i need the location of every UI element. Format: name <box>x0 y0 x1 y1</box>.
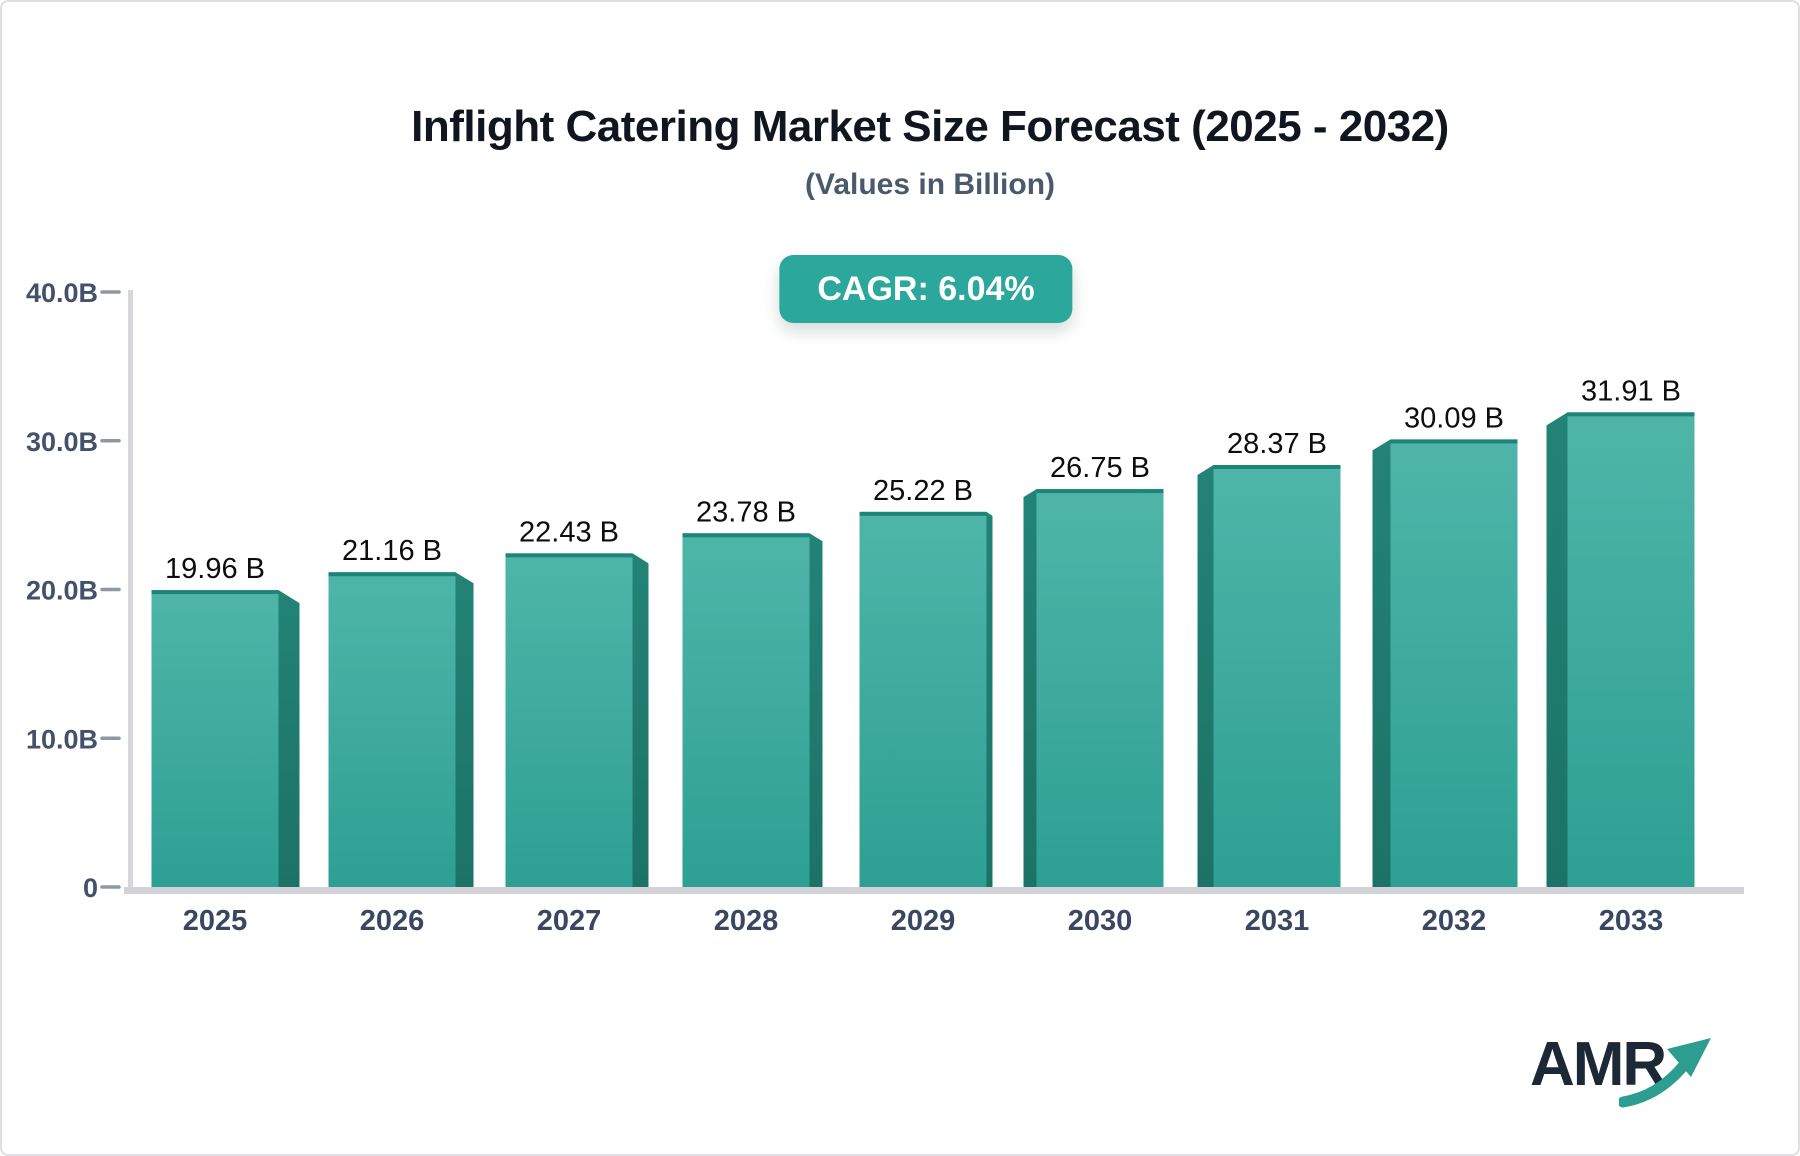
bar-2029 <box>859 511 987 887</box>
bar-side-3d-2025 <box>278 590 300 887</box>
value-label-2025: 19.96 B <box>165 553 265 585</box>
bar-top-edge-2027 <box>505 553 633 558</box>
bar-2032 <box>1390 439 1518 887</box>
value-label-2028: 23.78 B <box>696 496 796 528</box>
chart-subtitle: (Values in Billion) <box>804 168 1056 201</box>
bar-side-3d-2029 <box>986 511 993 887</box>
bar-2031 <box>1213 464 1341 887</box>
bar-side-3d-2031 <box>1197 464 1214 887</box>
x-axis-label-2033: 2033 <box>1599 905 1664 937</box>
value-label-2029: 25.22 B <box>873 475 973 507</box>
value-label-2031: 28.37 B <box>1227 428 1327 460</box>
bar-top-edge-2033 <box>1567 412 1695 417</box>
x-axis-label-2029: 2029 <box>891 905 956 937</box>
bar-side-3d-2032 <box>1372 439 1391 887</box>
value-label-2026: 21.16 B <box>342 535 442 567</box>
y-tick-label-1: 10.0B <box>26 724 98 754</box>
value-label-2027: 22.43 B <box>519 516 619 548</box>
cagr-badge: CAGR: 6.04% <box>779 255 1073 323</box>
x-axis-label-2027: 2027 <box>537 905 602 937</box>
bar-2030 <box>1036 489 1164 887</box>
x-axis-label-2031: 2031 <box>1245 905 1310 937</box>
bar-top-edge-2032 <box>1390 439 1518 444</box>
bar-top-edge-2026 <box>328 572 456 577</box>
bar-2033 <box>1567 412 1695 887</box>
amr-logo: AMR <box>1530 1034 1719 1108</box>
value-label-2033: 31.91 B <box>1581 375 1681 407</box>
x-axis-line <box>124 887 1744 894</box>
bar-top-edge-2030 <box>1036 489 1164 494</box>
bar-side-3d-2033 <box>1546 412 1568 887</box>
y-tick-label-3: 30.0B <box>26 427 98 457</box>
bar-2026 <box>328 572 456 887</box>
bar-top-edge-2029 <box>859 511 987 516</box>
x-axis-label-2028: 2028 <box>714 905 779 937</box>
bar-2027 <box>505 553 633 887</box>
arrow-head <box>1667 1038 1712 1077</box>
value-label-2030: 26.75 B <box>1050 452 1150 484</box>
growth-arrow-icon <box>1619 1038 1712 1108</box>
bar-top-edge-2028 <box>682 533 810 538</box>
y-tick-label-4: 40.0B <box>26 278 98 308</box>
bar-top-edge-2031 <box>1213 464 1341 469</box>
bar-2028 <box>682 533 810 887</box>
bar-top-edge-2025 <box>151 590 279 595</box>
bar-side-3d-2027 <box>632 553 649 887</box>
bar-2025 <box>151 590 279 887</box>
x-axis-label-2030: 2030 <box>1068 905 1133 937</box>
x-axis-label-2025: 2025 <box>183 905 248 937</box>
x-axis-label-2032: 2032 <box>1422 905 1487 937</box>
y-tick-label-0: 0 <box>83 873 98 903</box>
chart-title: Inflight Catering Market Size Forecast (… <box>411 102 1449 151</box>
value-label-2032: 30.09 B <box>1404 402 1504 434</box>
x-axis-label-2026: 2026 <box>360 905 425 937</box>
bar-side-3d-2026 <box>455 572 474 887</box>
bar-side-3d-2028 <box>809 533 823 887</box>
arrow-swoosh <box>1619 1058 1691 1108</box>
bar-side-3d-2030 <box>1023 489 1037 887</box>
amr-logo-text: AMR <box>1530 1030 1667 1099</box>
y-tick-label-2: 20.0B <box>26 576 98 606</box>
y-axis-line <box>128 290 133 894</box>
